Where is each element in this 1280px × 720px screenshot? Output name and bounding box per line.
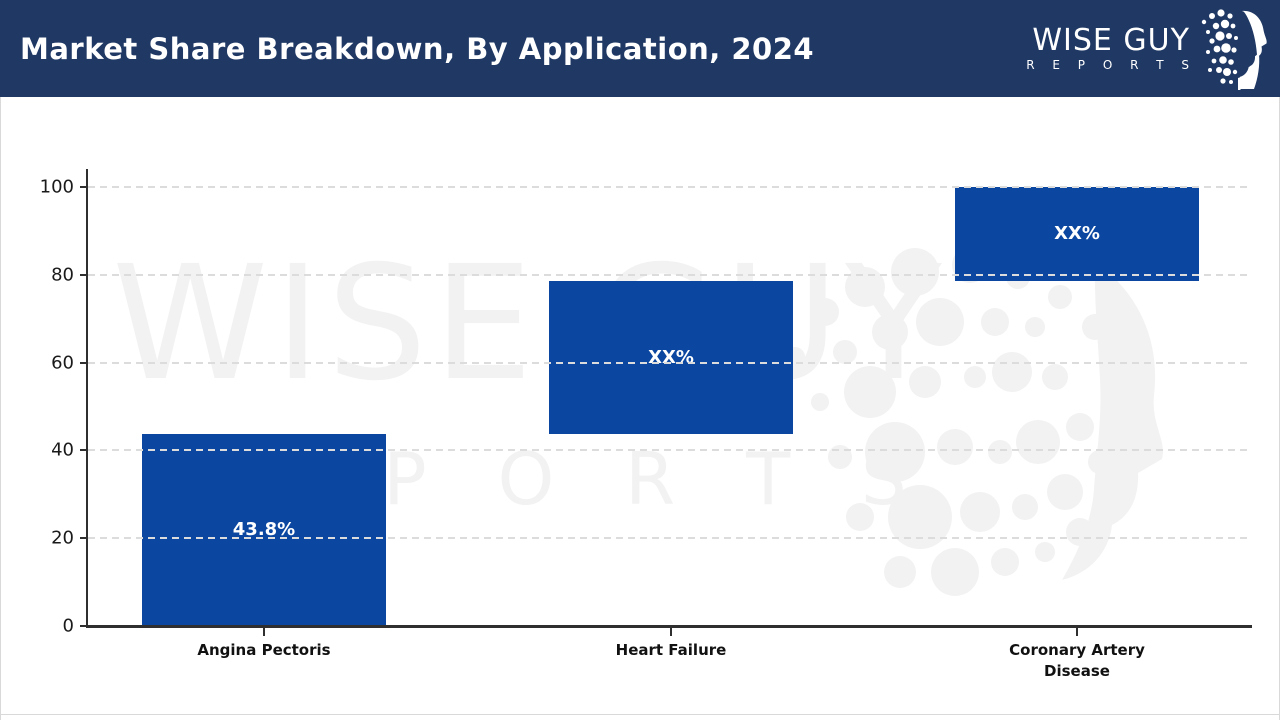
x-tick-2 bbox=[670, 628, 672, 636]
y-gridline-40 bbox=[88, 449, 1252, 452]
logo-text: WISE GUY R E P O R T S bbox=[1026, 23, 1196, 72]
x-category-label-1: Angina Pectoris bbox=[197, 641, 331, 659]
y-tick-label-100: 100 bbox=[39, 176, 74, 198]
bar-heart-failure: XX% bbox=[549, 280, 793, 434]
x-tick-3 bbox=[1076, 628, 1078, 636]
x-tick-1 bbox=[263, 628, 265, 636]
y-tick-label-60: 60 bbox=[51, 352, 74, 374]
bar-coronary-artery-disease: XX% bbox=[955, 187, 1199, 281]
y-tick-label-80: 80 bbox=[51, 264, 74, 286]
y-tick-80 bbox=[80, 273, 88, 276]
x-category-label-2: Heart Failure bbox=[615, 641, 727, 659]
logo-wordmark: WISE GUY bbox=[1032, 23, 1190, 58]
y-gridline-20 bbox=[88, 537, 1252, 540]
header-bar: Market Share Breakdown, By Application, … bbox=[0, 0, 1280, 97]
y-axis-spine bbox=[86, 169, 88, 628]
bar-angina-pectoris: 43.8% bbox=[142, 433, 386, 626]
y-tick-40 bbox=[80, 449, 88, 452]
y-tick-label-0: 0 bbox=[62, 615, 74, 637]
y-gridline-60 bbox=[88, 361, 1252, 364]
page-border-left bbox=[0, 97, 1, 720]
x-category-label-3: Coronary Artery Disease bbox=[1009, 641, 1145, 680]
page-title: Market Share Breakdown, By Application, … bbox=[20, 31, 815, 66]
y-tick-20 bbox=[80, 537, 88, 540]
bar-value-label: XX% bbox=[648, 346, 694, 368]
bar-value-label: 43.8% bbox=[232, 519, 296, 541]
y-gridline-80 bbox=[88, 273, 1252, 276]
y-gridline-100 bbox=[88, 186, 1252, 188]
page-border-bottom bbox=[0, 714, 1280, 715]
y-tick-0 bbox=[80, 625, 88, 627]
x-axis-spine bbox=[86, 625, 1252, 628]
y-tick-label-20: 20 bbox=[51, 527, 74, 549]
chart-area: WISE GUY R E P O R T S 0 20 40 60 80 100 Angin… bbox=[0, 97, 1280, 720]
y-tick-100 bbox=[80, 186, 88, 188]
y-tick-label-40: 40 bbox=[51, 439, 74, 461]
y-tick-60 bbox=[80, 361, 88, 364]
watermark-wordmark: WISE GUY bbox=[112, 232, 948, 416]
logo-face-icon bbox=[1201, 8, 1267, 90]
bar-value-label: XX% bbox=[1054, 223, 1100, 245]
logo-subtitle: R E P O R T S bbox=[1026, 58, 1196, 72]
wiseguy-logo: WISE GUY R E P O R T S bbox=[1026, 0, 1270, 97]
